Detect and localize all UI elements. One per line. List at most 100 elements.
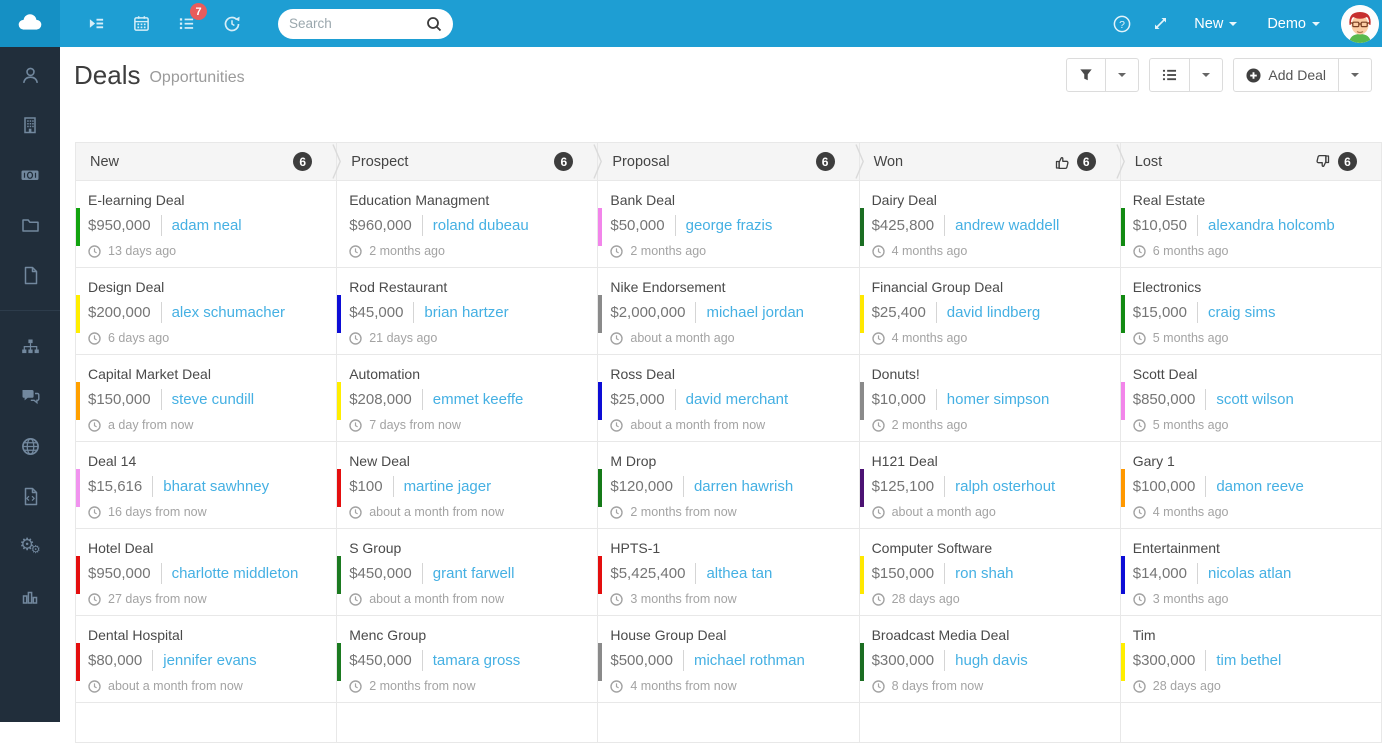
deal-title[interactable]: Deal 14 (88, 453, 324, 469)
deal-assignee-link[interactable]: martine jager (404, 478, 492, 495)
deal-card[interactable]: Nike Endorsement $2,000,000 michael jord… (598, 268, 858, 354)
deal-title[interactable]: House Group Deal (610, 627, 846, 643)
deal-title[interactable]: Hotel Deal (88, 540, 324, 556)
sidebar-item-money[interactable] (0, 150, 60, 200)
sidebar-item-gears[interactable]: ⚙⚙ (0, 521, 60, 571)
sidebar-item-chat[interactable] (0, 371, 60, 421)
deal-assignee-link[interactable]: scott wilson (1216, 391, 1294, 408)
task-list-icon[interactable]: 7 (164, 0, 209, 47)
deal-title[interactable]: HPTS-1 (610, 540, 846, 556)
add-deal-button[interactable]: Add Deal (1233, 58, 1339, 92)
new-menu-dropdown[interactable]: New (1179, 0, 1252, 47)
deal-card[interactable]: Financial Group Deal $25,400 david lindb… (860, 268, 1120, 354)
sidebar-item-sitemap[interactable] (0, 321, 60, 371)
deal-assignee-link[interactable]: emmet keeffe (433, 391, 524, 408)
deal-assignee-link[interactable]: homer simpson (947, 391, 1050, 408)
deal-title[interactable]: Electronics (1133, 279, 1369, 295)
sidebar-item-code-file[interactable] (0, 471, 60, 521)
search-input[interactable] (289, 16, 426, 31)
deal-card[interactable]: Capital Market Deal $150,000 steve cundi… (76, 355, 336, 441)
deal-card[interactable]: House Group Deal $500,000 michael rothma… (598, 616, 858, 702)
deal-assignee-link[interactable]: andrew waddell (955, 217, 1059, 234)
deal-assignee-link[interactable]: tamara gross (433, 652, 521, 669)
deal-assignee-link[interactable]: alex schumacher (172, 304, 285, 321)
deal-card[interactable]: Education Managment $960,000 roland dube… (337, 181, 597, 267)
view-dropdown-button[interactable] (1189, 58, 1223, 92)
deal-assignee-link[interactable]: george frazis (686, 217, 773, 234)
deal-assignee-link[interactable]: nicolas atlan (1208, 565, 1291, 582)
deal-title[interactable]: Gary 1 (1133, 453, 1369, 469)
deal-card[interactable]: Bank Deal $50,000 george frazis 2 months… (598, 181, 858, 267)
deal-assignee-link[interactable]: michael rothman (694, 652, 805, 669)
deal-title[interactable]: Ross Deal (610, 366, 846, 382)
filter-button[interactable] (1066, 58, 1106, 92)
deal-title[interactable]: E-learning Deal (88, 192, 324, 208)
sidebar-item-bar-chart[interactable] (0, 571, 60, 621)
deal-title[interactable]: Menc Group (349, 627, 585, 643)
sidebar-item-user[interactable] (0, 50, 60, 100)
calendar-icon[interactable] (119, 0, 164, 47)
deal-card[interactable]: Electronics $15,000 craig sims 5 months … (1121, 268, 1381, 354)
deal-assignee-link[interactable]: charlotte middleton (172, 565, 299, 582)
deal-card[interactable]: Gary 1 $100,000 damon reeve 4 months ago (1121, 442, 1381, 528)
deal-title[interactable]: Automation (349, 366, 585, 382)
deal-card[interactable]: Broadcast Media Deal $300,000 hugh davis… (860, 616, 1120, 702)
deal-title[interactable]: Education Managment (349, 192, 585, 208)
deal-title[interactable]: Computer Software (872, 540, 1108, 556)
deal-assignee-link[interactable]: adam neal (172, 217, 242, 234)
deal-assignee-link[interactable]: steve cundill (172, 391, 255, 408)
deal-title[interactable]: Donuts! (872, 366, 1108, 382)
deal-card[interactable]: Real Estate $10,050 alexandra holcomb 6 … (1121, 181, 1381, 267)
deal-assignee-link[interactable]: grant farwell (433, 565, 515, 582)
deal-assignee-link[interactable]: damon reeve (1216, 478, 1304, 495)
user-avatar[interactable] (1341, 5, 1379, 43)
deal-card[interactable]: Deal 14 $15,616 bharat sawhney 16 days f… (76, 442, 336, 528)
sidebar-item-building[interactable] (0, 100, 60, 150)
deal-title[interactable]: Scott Deal (1133, 366, 1369, 382)
deal-card[interactable]: Hotel Deal $950,000 charlotte middleton … (76, 529, 336, 615)
deal-card[interactable]: Automation $208,000 emmet keeffe 7 days … (337, 355, 597, 441)
deal-assignee-link[interactable]: ron shah (955, 565, 1013, 582)
filter-dropdown-button[interactable] (1105, 58, 1139, 92)
deal-title[interactable]: Rod Restaurant (349, 279, 585, 295)
deal-assignee-link[interactable]: alexandra holcomb (1208, 217, 1335, 234)
deal-assignee-link[interactable]: michael jordan (706, 304, 804, 321)
sidebar-item-globe[interactable] (0, 421, 60, 471)
add-deal-dropdown-button[interactable] (1338, 58, 1372, 92)
deal-title[interactable]: Bank Deal (610, 192, 846, 208)
history-icon[interactable] (209, 0, 254, 47)
deal-card[interactable]: M Drop $120,000 darren hawrish 2 months … (598, 442, 858, 528)
deal-card[interactable]: Menc Group $450,000 tamara gross 2 month… (337, 616, 597, 702)
deal-assignee-link[interactable]: althea tan (706, 565, 772, 582)
deal-title[interactable]: Dental Hospital (88, 627, 324, 643)
user-menu-dropdown[interactable]: Demo (1252, 0, 1335, 47)
deal-assignee-link[interactable]: brian hartzer (424, 304, 508, 321)
deal-card[interactable]: Dental Hospital $80,000 jennifer evans a… (76, 616, 336, 702)
stream-icon[interactable] (74, 0, 119, 47)
deal-assignee-link[interactable]: david lindberg (947, 304, 1040, 321)
deal-card[interactable]: Entertainment $14,000 nicolas atlan 3 mo… (1121, 529, 1381, 615)
deal-assignee-link[interactable]: darren hawrish (694, 478, 793, 495)
deal-title[interactable]: Tim (1133, 627, 1369, 643)
deal-title[interactable]: Real Estate (1133, 192, 1369, 208)
deal-title[interactable]: Financial Group Deal (872, 279, 1108, 295)
sidebar-item-file[interactable] (0, 250, 60, 300)
deal-assignee-link[interactable]: tim bethel (1216, 652, 1281, 669)
deal-card[interactable]: Ross Deal $25,000 david merchant about a… (598, 355, 858, 441)
deal-card[interactable]: E-learning Deal $950,000 adam neal 13 da… (76, 181, 336, 267)
deal-title[interactable]: Nike Endorsement (610, 279, 846, 295)
deal-card[interactable]: Donuts! $10,000 homer simpson 2 months a… (860, 355, 1120, 441)
search-icon[interactable] (426, 16, 442, 32)
deal-assignee-link[interactable]: jennifer evans (163, 652, 256, 669)
deal-card[interactable]: Scott Deal $850,000 scott wilson 5 month… (1121, 355, 1381, 441)
deal-card[interactable]: HPTS-1 $5,425,400 althea tan 3 months fr… (598, 529, 858, 615)
deal-assignee-link[interactable]: hugh davis (955, 652, 1028, 669)
deal-card[interactable]: Dairy Deal $425,800 andrew waddell 4 mon… (860, 181, 1120, 267)
deal-card[interactable]: H121 Deal $125,100 ralph osterhout about… (860, 442, 1120, 528)
deal-card[interactable]: S Group $450,000 grant farwell about a m… (337, 529, 597, 615)
deal-assignee-link[interactable]: craig sims (1208, 304, 1276, 321)
list-view-button[interactable] (1149, 58, 1190, 92)
deal-title[interactable]: Design Deal (88, 279, 324, 295)
deal-title[interactable]: M Drop (610, 453, 846, 469)
deal-assignee-link[interactable]: roland dubeau (433, 217, 529, 234)
